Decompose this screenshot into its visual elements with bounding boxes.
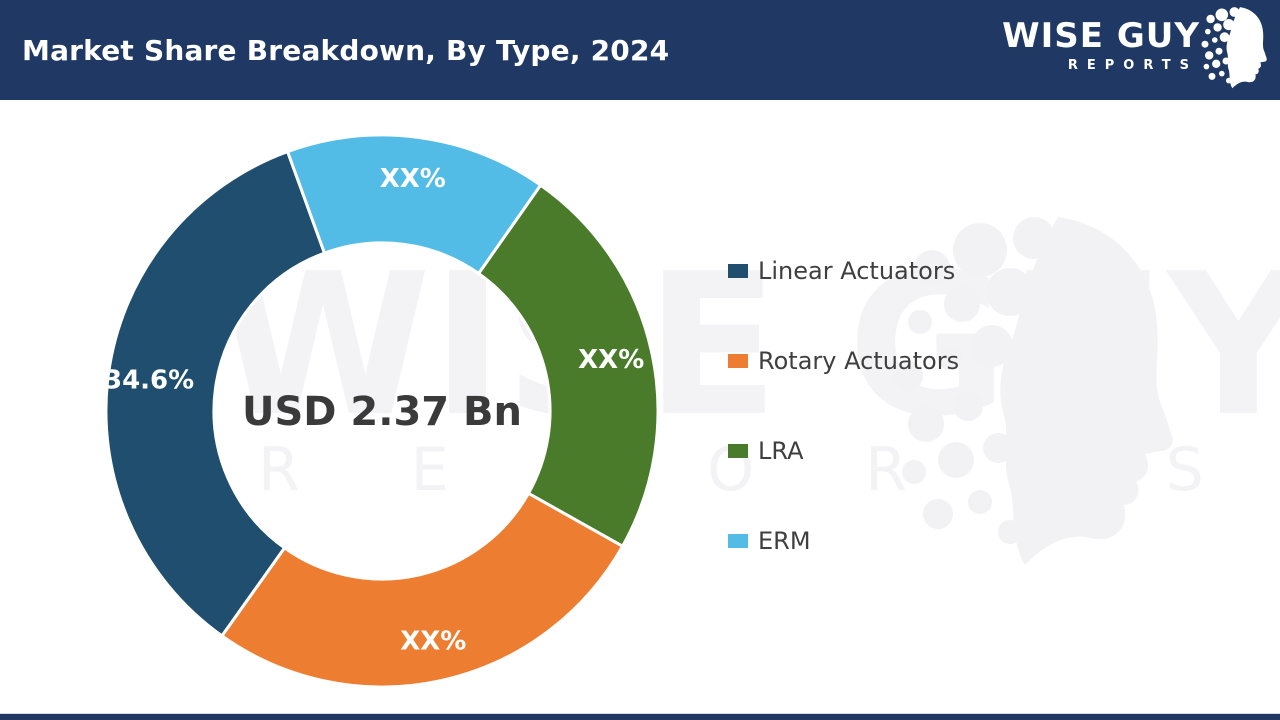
watermark-face-icon — [893, 217, 1173, 565]
brand-logo-subtext: REPORTS — [1067, 58, 1198, 73]
segment-label: XX% — [380, 164, 446, 194]
legend-swatch-icon — [728, 444, 748, 458]
page-title: Market Share Breakdown, By Type, 2024 — [22, 33, 670, 67]
legend-item-erm[interactable]: ERM — [728, 527, 959, 555]
legend-swatch-icon — [728, 534, 748, 548]
bottom-accent-bar — [0, 713, 1280, 720]
chart-center-value: USD 2.37 Bn — [242, 389, 522, 435]
legend-item-rotary-actuators[interactable]: Rotary Actuators — [728, 347, 959, 375]
donut-segment-erm[interactable] — [286, 133, 543, 275]
chart-legend: Linear Actuators Rotary Actuators LRA ERM — [728, 257, 959, 555]
brand-logo-text: WISE GUY — [1002, 16, 1200, 56]
legend-label: Rotary Actuators — [758, 347, 960, 375]
segment-label: XX% — [578, 345, 644, 375]
donut-segment-rotary-actuators[interactable] — [220, 491, 625, 689]
header-bar: Market Share Breakdown, By Type, 2024 WI… — [0, 0, 1280, 100]
legend-label: LRA — [758, 437, 804, 465]
legend-item-linear-actuators[interactable]: Linear Actuators — [728, 257, 959, 285]
dotted-face-icon — [1201, 7, 1267, 89]
brand-logo: WISE GUY REPORTS — [1002, 0, 1274, 100]
legend-label: Linear Actuators — [758, 257, 956, 285]
segment-label: XX% — [400, 626, 466, 656]
segment-label: 34.6% — [104, 365, 194, 395]
donut-segment-linear-actuators[interactable] — [104, 150, 326, 638]
legend-label: ERM — [758, 527, 811, 555]
legend-swatch-icon — [728, 354, 748, 368]
legend-swatch-icon — [728, 264, 748, 278]
legend-item-lra[interactable]: LRA — [728, 437, 959, 465]
donut-segment-lra[interactable] — [477, 183, 660, 548]
